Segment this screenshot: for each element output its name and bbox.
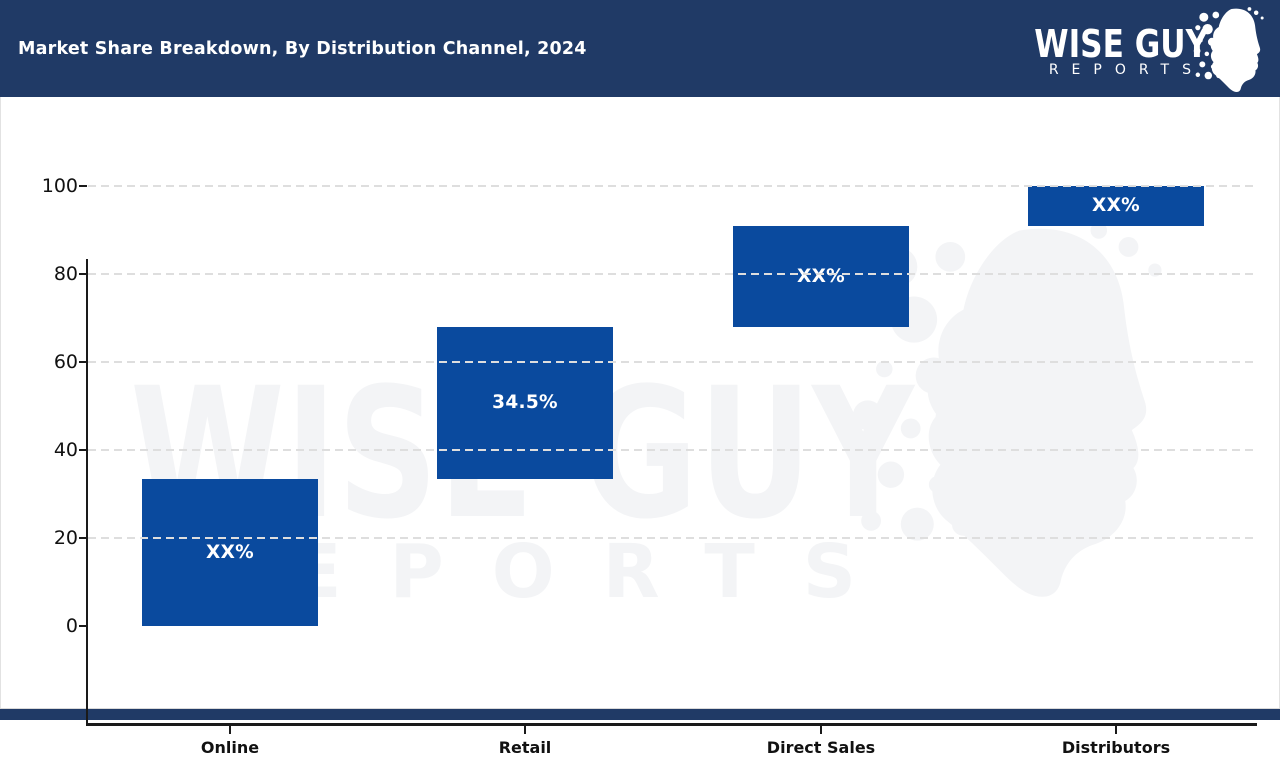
x-axis-tick [1115, 726, 1117, 734]
y-axis-label: 80 [53, 263, 78, 285]
x-axis-label: Online [200, 738, 260, 757]
logo-wordmark: WISE GUY [1034, 22, 1208, 66]
x-axis-label: Distributors [1061, 738, 1171, 757]
y-axis-label: 20 [53, 527, 78, 549]
chart-plot-area: XX% Online 34.5% Retail XX% Direct Sales XX% Di… [0, 97, 1280, 757]
y-axis-tick [79, 449, 87, 451]
x-axis-label: Retail [498, 738, 552, 757]
bar-value-label: XX% [1092, 195, 1140, 217]
footer-bar [0, 708, 1280, 720]
y-axis-tick [79, 625, 87, 627]
x-axis-tick [229, 726, 231, 734]
gridline-20 [88, 537, 1255, 539]
logo-subtitle: REPORTS [1048, 62, 1204, 78]
y-axis-tick [79, 185, 87, 187]
y-axis-tick [79, 273, 87, 275]
y-axis-line [86, 259, 88, 725]
gridline-40 [88, 449, 1255, 451]
bar-distributors: XX% [1028, 186, 1204, 226]
bar-value-label: 34.5% [492, 392, 558, 414]
y-axis-label: 0 [65, 615, 78, 637]
y-axis-tick [79, 361, 87, 363]
y-axis-label: 60 [53, 351, 78, 373]
head-profile-icon [1193, 7, 1264, 92]
y-axis-label: 40 [53, 439, 78, 461]
gridline-60 [88, 361, 1255, 363]
header-bar: Market Share Breakdown, By Distribution … [0, 0, 1280, 97]
wise-guy-logo: WISE GUY REPORTS [1020, 0, 1270, 97]
x-axis-tick [524, 726, 526, 734]
bar-value-label: XX% [206, 541, 254, 563]
gridline-80 [88, 273, 1255, 275]
x-axis-tick [820, 726, 822, 734]
y-axis-label: 100 [41, 175, 78, 197]
x-axis-label: Direct Sales [766, 738, 876, 757]
gridline-100 [88, 185, 1255, 187]
y-axis-tick [79, 537, 87, 539]
bar-retail: 34.5% [437, 326, 613, 479]
page-title: Market Share Breakdown, By Distribution … [18, 38, 587, 59]
bar-direct-sales: XX% [733, 225, 909, 327]
bar-value-label: XX% [797, 265, 845, 287]
x-axis-line [86, 723, 1257, 726]
bar-online: XX% [142, 478, 318, 626]
